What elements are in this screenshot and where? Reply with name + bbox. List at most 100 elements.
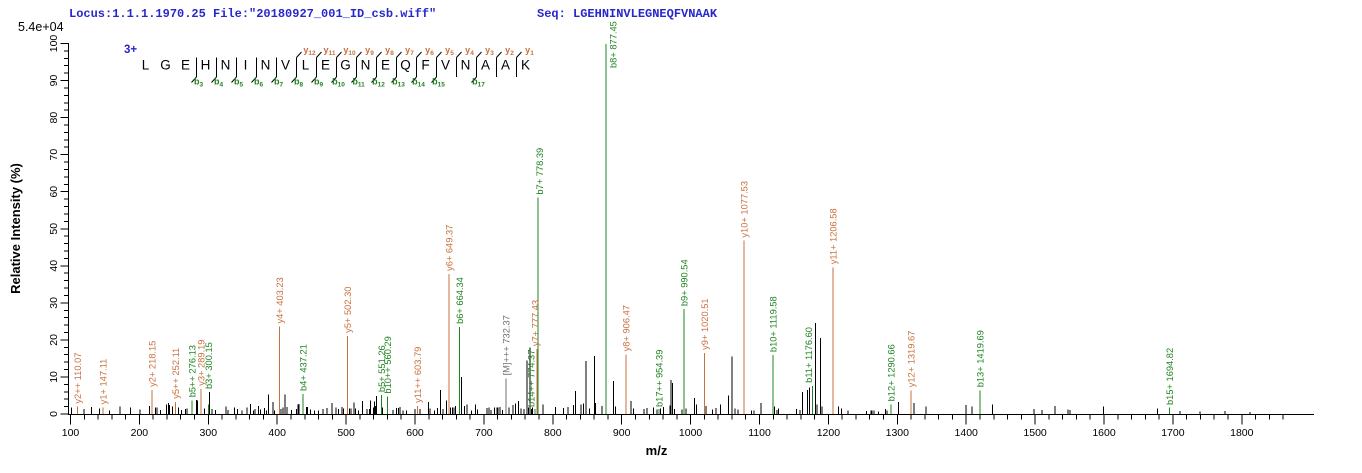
y-ion-label-y5: y5 xyxy=(445,45,454,57)
peak-label-b14++: b14++ 774.37 xyxy=(527,350,537,407)
residue-11-G: G xyxy=(340,58,351,73)
peak-label-y11+: y11+ 1206.58 xyxy=(828,208,838,264)
b-ion-label-b4: b4 xyxy=(214,77,224,89)
peak-label-b4+: b4+ 437.21 xyxy=(298,344,308,391)
y-ion-label-y7: y7 xyxy=(405,45,414,57)
peak-label-b10++: b10++ 560.29 xyxy=(383,336,393,393)
residue-20-K: K xyxy=(521,58,530,73)
y-fragment-tick xyxy=(396,51,402,58)
b-ion-label-b15: b15 xyxy=(432,77,445,89)
b-fragment-tick xyxy=(251,76,257,83)
y-tick-label: 60 xyxy=(48,186,60,198)
x-tick-label: 400 xyxy=(268,427,286,439)
b-ion-label-b17: b17 xyxy=(472,77,485,89)
seq-prefix: Seq: xyxy=(537,7,574,21)
residue-12-N: N xyxy=(361,58,371,73)
b-fragment-tick xyxy=(231,76,237,83)
y-tick-label: 0 xyxy=(48,411,60,417)
max-intensity-label: 5.4e+04 xyxy=(18,20,64,34)
b-ion-label-b6: b6 xyxy=(254,77,264,89)
b-ion-label-b14: b14 xyxy=(412,77,425,89)
residue-8-V: V xyxy=(281,58,290,73)
fragment-marker-4 xyxy=(211,57,217,83)
b-fragment-tick xyxy=(311,76,317,83)
y-ion-label-y8: y8 xyxy=(385,45,394,57)
x-tick-label: 100 xyxy=(62,427,80,439)
x-tick-label: 1300 xyxy=(886,427,910,439)
residue-15-F: F xyxy=(421,58,429,73)
b-ion-label-b3: b3 xyxy=(194,77,204,89)
b-fragment-tick xyxy=(291,76,297,83)
y-ion-label-y10: y10 xyxy=(343,45,356,57)
residue-13-E: E xyxy=(381,58,390,73)
peak-label-b5+: b5+ 551.26 xyxy=(377,345,387,392)
precursor-charge-label: 3+ xyxy=(124,44,138,56)
residue-9-L: L xyxy=(302,58,310,73)
b-ion-label-b7: b7 xyxy=(274,77,284,89)
x-tick-label: 1200 xyxy=(817,427,841,439)
y-axis-title: Relative Intensity (%) xyxy=(8,163,23,294)
x-tick-label: 1700 xyxy=(1161,427,1185,439)
sequence-header: Seq: LGEHNINVLEGNEQFVNAAK xyxy=(537,8,717,20)
peak-label-y5++: y5++ 252.11 xyxy=(171,348,181,399)
b-fragment-tick xyxy=(271,76,277,83)
peak-label-y2++: y2++ 110.07 xyxy=(73,353,83,404)
peak-label-b8+: b8+ 877.45 xyxy=(609,21,619,68)
peak-label-y4+: y4+ 403.23 xyxy=(275,277,285,323)
peak-label-y2+: y2+ 218.15 xyxy=(147,341,157,387)
peak-label-b10+: b10+ 1119.58 xyxy=(768,296,778,352)
b-ion-label-b11: b11 xyxy=(352,77,365,89)
annotated-peaks xyxy=(76,44,1170,414)
residue-6-I: I xyxy=(244,58,248,73)
residue-1-L: L xyxy=(142,58,150,73)
x-axis-title: m/z xyxy=(646,443,668,458)
residue-5-N: N xyxy=(221,58,231,73)
b-ion-label-b9: b9 xyxy=(314,77,324,89)
peak-label-y8+: y8+ 906.47 xyxy=(622,305,632,351)
b-ion-label-b8: b8 xyxy=(294,77,304,89)
y-fragment-tick xyxy=(356,51,362,58)
y-tick-label: 50 xyxy=(48,223,60,235)
y-ion-label-y1: y1 xyxy=(525,45,534,57)
b-ion-label-b10: b10 xyxy=(332,77,345,89)
y-tick-label: 20 xyxy=(48,334,60,346)
peak-label-y11++: y11++ 603.79 xyxy=(413,347,423,403)
peak-label-y10+: y10+ 1077.53 xyxy=(740,181,750,238)
fragment-marker-9 xyxy=(311,51,322,83)
b-fragment-tick xyxy=(431,76,437,83)
y-fragment-tick xyxy=(376,51,382,58)
residue-10-E: E xyxy=(321,58,330,73)
fragment-marker-8 xyxy=(291,51,302,83)
axes xyxy=(68,43,1314,415)
x-tick-label: 1800 xyxy=(1230,427,1254,439)
y-tick-label: 30 xyxy=(48,297,60,309)
y-fragment-tick xyxy=(336,51,342,58)
y-ion-label-y11: y11 xyxy=(324,45,336,57)
peak-labels: y2++ 110.07 y1+ 147.11 y2+ 218.15 y5++ 252.… xyxy=(73,21,1175,407)
fragment-marker-11 xyxy=(351,51,362,83)
peptide-ladder: L G E H N I N V L E G N E Q F V N A A Kb3 b4 b5 b6 b7y12b8y11b9… xyxy=(142,45,534,89)
x-tick-label: 900 xyxy=(613,427,631,439)
peak-label-b13+: b13+ 1419.69 xyxy=(975,330,985,387)
fragment-marker-7 xyxy=(271,57,277,83)
peak-label-[M]+++: [M]+++ 732.37 xyxy=(502,315,512,375)
y-ion-label-y3: y3 xyxy=(485,45,494,57)
b-fragment-tick xyxy=(471,76,477,83)
y-tick-label: 90 xyxy=(48,75,60,87)
peak-label-y3+: y3+ 289.19 xyxy=(196,340,206,386)
peak-label-y7+: y7+ 777.43 xyxy=(531,300,541,346)
peak-label-b15+: b15+ 1694.82 xyxy=(1165,348,1175,405)
y-tick-label: 80 xyxy=(48,112,60,124)
y-fragment-tick xyxy=(416,51,422,58)
y-fragment-tick xyxy=(436,51,442,58)
x-tick-label: 1100 xyxy=(748,427,771,439)
fragment-marker-12 xyxy=(371,51,382,83)
b-fragment-tick xyxy=(391,76,397,83)
y-fragment-tick xyxy=(496,51,502,58)
b-ion-label-b5: b5 xyxy=(234,77,244,89)
y-tick-label: 10 xyxy=(48,371,60,383)
residue-4-H: H xyxy=(201,58,211,73)
residue-17-N: N xyxy=(461,58,471,73)
y-ion-label-y9: y9 xyxy=(365,45,374,57)
b-fragment-tick xyxy=(331,76,337,83)
